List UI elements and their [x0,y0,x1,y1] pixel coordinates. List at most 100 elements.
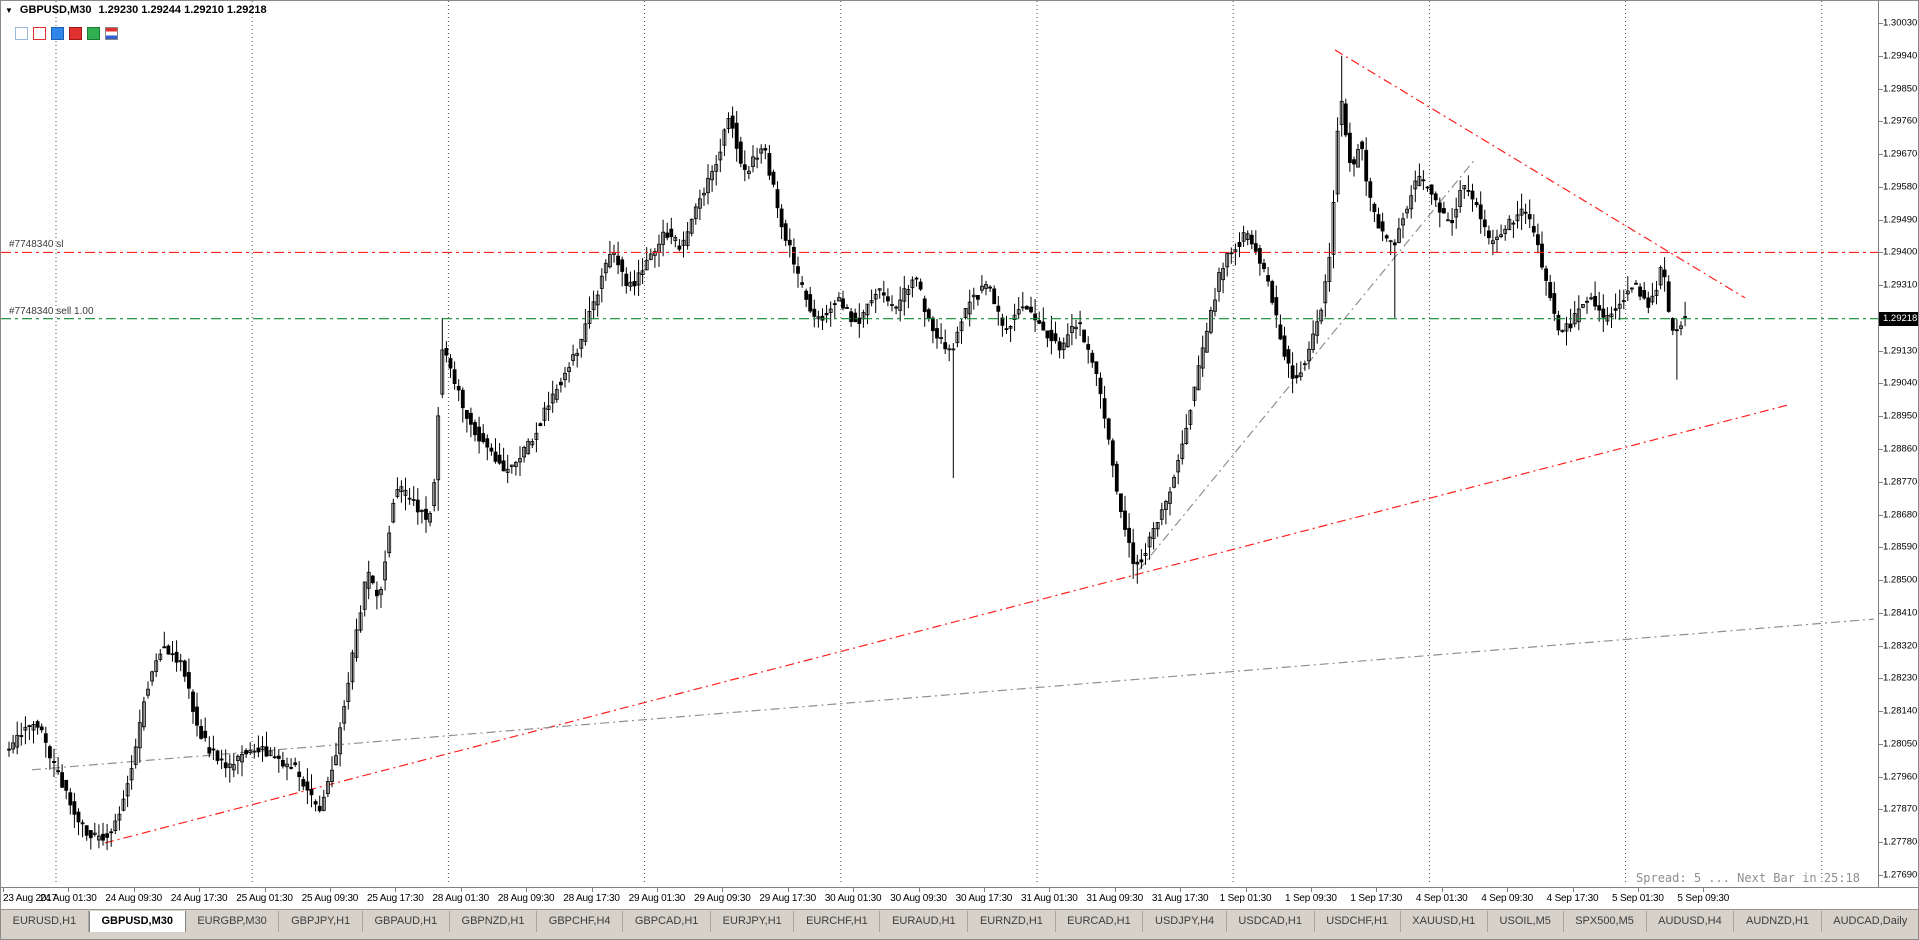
red-box-icon[interactable] [69,27,82,40]
price-axis-label: 1.29040 [1883,377,1918,389]
time-axis-label: 5 Sep 09:30 [1677,893,1730,904]
price-axis-tick [1879,547,1883,549]
price-axis-tick [1879,776,1883,778]
time-axis-label: 4 Sep 09:30 [1481,893,1533,904]
price-axis-label: 1.28680 [1883,509,1918,521]
price-axis-tick [1879,285,1883,287]
stop-loss-label[interactable]: #7748340 sl [9,239,64,251]
time-axis-label: 31 Aug 09:30 [1086,893,1143,904]
price-axis-tick [1879,449,1883,450]
time-axis-tick [1441,888,1443,892]
long-trendline-gray[interactable] [31,618,1875,771]
tab-usoil-m5[interactable]: USOIL,M5 [1487,911,1564,932]
candlestick-chart[interactable] [1,1,1878,887]
expander-icon[interactable]: ▼ [5,5,13,15]
tab-eurjpy-h1[interactable]: EURJPY,H1 [711,911,795,932]
tab-audnzd-h1[interactable]: AUDNZD,H1 [1734,911,1822,932]
tab-spx500-m5[interactable]: SPX500,M5 [1563,911,1647,932]
support-trendline-red[interactable] [104,404,1789,844]
tab-gbpaud-h1[interactable]: GBPAUD,H1 [362,911,450,932]
time-axis-tick [460,888,462,892]
tab-audusd-h4[interactable]: AUDUSD,H4 [1646,911,1735,932]
price-axis-tick [1879,383,1883,385]
time-axis-label: 28 Aug 09:30 [497,893,555,904]
tab-usdchf-h1[interactable]: USDCHF,H1 [1314,911,1401,932]
price-axis-tick [1879,416,1883,418]
time-axis-tick [1703,888,1705,892]
tab-audcad-daily[interactable]: AUDCAD,Daily [1821,911,1918,932]
price-axis-label: 1.30030 [1883,17,1918,29]
red-outline-box-icon[interactable] [33,27,46,40]
tab-gbpusd-m30[interactable]: GBPUSD,M30 [88,911,186,932]
tab-xauusd-h1[interactable]: XAUUSD,H1 [1400,911,1488,932]
tab-eurcad-h1[interactable]: EURCAD,H1 [1055,911,1144,932]
symbol-info: ▼ GBPUSD,M30 1.29230 1.29244 1.29210 1.2… [5,4,267,16]
price-axis-label: 1.28770 [1883,476,1918,488]
time-axis-label: 4 Sep 17:30 [1546,893,1599,904]
time-axis-label: 28 Aug 01:30 [432,893,489,904]
price-axis-label: 1.29940 [1883,50,1918,62]
price-axis[interactable]: 1.30030 1.29940 1.29850 1.29760 1.29670 1.295… [1878,1,1918,887]
tab-eurgbp-m30[interactable]: EURGBP,M30 [185,911,280,932]
empty-box-icon[interactable] [15,27,28,40]
price-axis-label: 1.28140 [1883,705,1918,717]
tab-eurnzd-h1[interactable]: EURNZD,H1 [968,911,1056,932]
price-axis-label: 1.27780 [1883,836,1918,848]
price-axis-label: 1.27690 [1883,869,1918,881]
time-axis-tick [1245,888,1247,892]
resistance-trendline-red[interactable] [1334,49,1746,299]
time-axis-tick [68,888,70,892]
tab-gbpnzd-h1[interactable]: GBPNZD,H1 [449,911,538,932]
time-axis-label: 25 Aug 17:30 [367,893,424,904]
spread-nextbar-text: Spread: 5 ... Next Bar in 25:18 [1636,871,1860,885]
tab-gbpcad-h1[interactable]: GBPCAD,H1 [623,911,712,932]
tab-eurchf-h1[interactable]: EURCHF,H1 [794,911,881,932]
time-axis[interactable]: 23 Aug 2017 24 Aug 01:30 24 Aug 09:30 24 Au… [1,887,1918,910]
price-axis-label: 1.28230 [1883,672,1918,684]
tab-usdjpy-h4[interactable]: USDJPY,H4 [1143,911,1227,932]
object-toolbar [15,27,118,40]
time-axis-tick [1507,888,1509,892]
striped-flag-icon[interactable] [105,27,118,40]
time-axis-tick [1310,888,1312,892]
steep-trendline-gray[interactable] [1138,157,1477,571]
price-axis-tick [1879,678,1883,680]
time-axis-label: 24 Aug 17:30 [170,893,228,904]
time-axis-label: 31 Aug 17:30 [1151,893,1209,904]
price-axis-tick [1879,481,1883,483]
price-axis-tick [1879,842,1883,844]
time-axis-label: 29 Aug 17:30 [759,893,816,904]
time-axis-label: 28 Aug 17:30 [563,893,620,904]
sell-order-label[interactable]: #7748340 sell 1.00 [9,305,94,317]
price-axis-label: 1.29490 [1883,214,1918,226]
price-axis-label: 1.29310 [1883,279,1918,291]
price-axis-label: 1.29580 [1883,181,1918,193]
tab-euraud-h1[interactable]: EURAUD,H1 [880,911,969,932]
price-axis-label: 1.27960 [1883,771,1918,783]
time-axis-label: 24 Aug 09:30 [105,893,162,904]
tab-gbpjpy-h1[interactable]: GBPJPY,H1 [279,911,363,932]
time-axis-tick [2,888,4,892]
blue-box-icon[interactable] [51,27,64,40]
time-axis-tick [1049,888,1051,892]
time-axis-tick [1376,888,1378,892]
time-axis-tick [1637,888,1639,892]
tab-usdcad-h1[interactable]: USDCAD,H1 [1226,911,1315,932]
time-axis-label: 1 Sep 09:30 [1285,893,1337,904]
price-axis-tick [1879,186,1883,188]
price-axis-tick [1879,23,1883,24]
time-axis-tick [133,888,135,892]
time-axis-label: 23 Aug 2017 [3,893,57,904]
time-axis-tick [1114,888,1116,892]
tab-gbpchf-h4[interactable]: GBPCHF,H4 [537,911,624,932]
price-axis-tick [1879,743,1883,745]
time-axis-tick [264,888,266,892]
price-axis-tick [1879,219,1883,221]
price-axis-label: 1.29850 [1883,83,1918,95]
tab-eurusd-h1[interactable]: EURUSD,H1 [1,911,89,932]
chart-plot-area[interactable]: ▼ GBPUSD,M30 1.29230 1.29244 1.29210 1.2… [1,1,1878,887]
green-box-icon[interactable] [87,27,100,40]
symbol-label: GBPUSD,M30 [19,4,92,16]
time-axis-label: 25 Aug 01:30 [236,893,293,904]
